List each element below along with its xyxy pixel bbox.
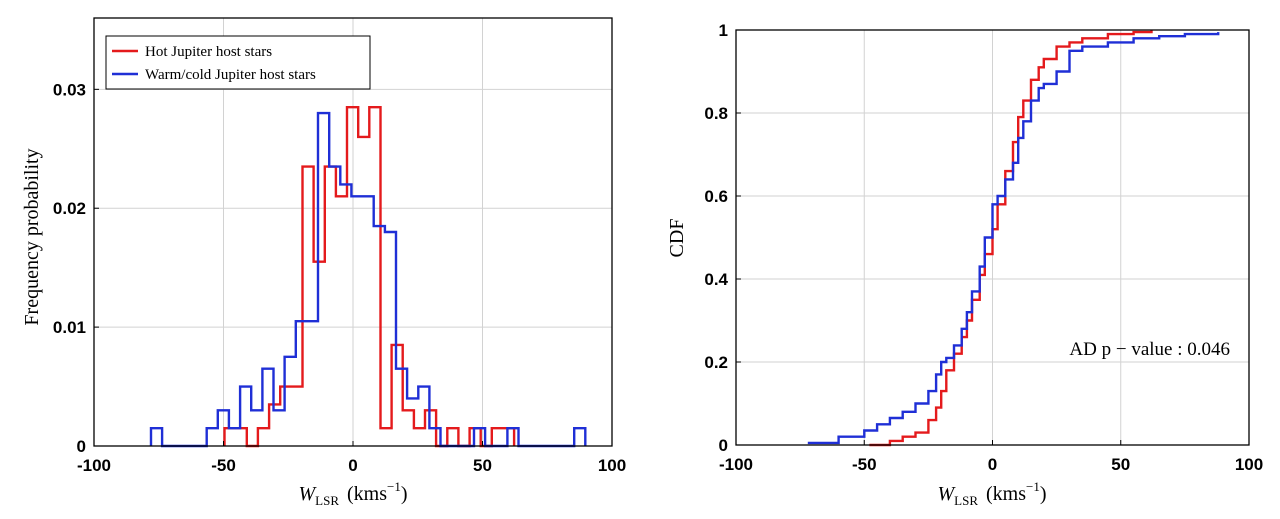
- ad-pvalue-annotation: AD p − value : 0.046: [1069, 339, 1230, 360]
- legend-box: [105, 35, 371, 90]
- hist-ytick-label: 0.03: [53, 80, 86, 99]
- right-ylabel: CDF: [666, 219, 688, 258]
- cdf-xtick-label: -100: [719, 455, 753, 474]
- hist-xtick-label: 100: [598, 456, 626, 475]
- cdf-xtick-label: -50: [852, 455, 877, 474]
- cdf-grid: [736, 30, 1249, 445]
- histogram-ticks: -100 -50 0 50 100 0 0.01 0.02 0.03: [53, 80, 626, 475]
- hist-xtick-label: -50: [211, 456, 236, 475]
- hist-xtick-label: 0: [348, 456, 357, 475]
- histogram-panel: -100 -50 0 50 100 0 0.01 0.02 0.03 Hot Jupiter h…: [21, 17, 626, 508]
- cdf-ytick-label: 0.8: [704, 104, 728, 123]
- right-xlabel: WLSR (kms−1): [937, 479, 1046, 508]
- cdf-series-warm-cold-jupiter: [807, 32, 1220, 445]
- hist-series-warm-cold-jupiter: [149, 111, 587, 448]
- cdf-panel: -100 -50 0 50 100 0 0.2 0.4 0.6 0.8 1 AD p − value…: [666, 21, 1263, 508]
- hist-ytick-label: 0.02: [53, 199, 86, 218]
- cdf-xtick-label: 50: [1111, 455, 1130, 474]
- legend: Hot Jupiter host stars Warm/cold Jupiter…: [105, 35, 371, 90]
- legend-label-warm: Warm/cold Jupiter host stars: [145, 67, 316, 83]
- cdf-ytick-label: 0.6: [704, 187, 728, 206]
- cdf-series: [807, 30, 1220, 447]
- cdf-xtick-label: 100: [1235, 455, 1263, 474]
- cdf-series-hot-jupiter: [869, 30, 1153, 447]
- histogram-series: [149, 106, 587, 448]
- hist-series-hot-jupiter: [223, 106, 516, 448]
- cdf-ytick-label: 0: [719, 436, 728, 455]
- cdf-ytick-label: 1: [719, 21, 728, 40]
- hist-ytick-label: 0.01: [53, 318, 86, 337]
- cdf-xtick-label: 0: [988, 455, 997, 474]
- cdf-ticks: -100 -50 0 50 100 0 0.2 0.4 0.6 0.8 1: [704, 21, 1263, 474]
- cdf-ytick-label: 0.4: [704, 270, 728, 289]
- hist-ytick-label: 0: [77, 437, 86, 456]
- legend-label-hot: Hot Jupiter host stars: [145, 44, 272, 60]
- left-ylabel: Frequency probability: [21, 148, 43, 325]
- cdf-ytick-label: 0.2: [704, 353, 728, 372]
- hist-xtick-label: -100: [77, 456, 111, 475]
- hist-xtick-label: 50: [473, 456, 492, 475]
- left-xlabel: WLSR (kms−1): [298, 479, 407, 508]
